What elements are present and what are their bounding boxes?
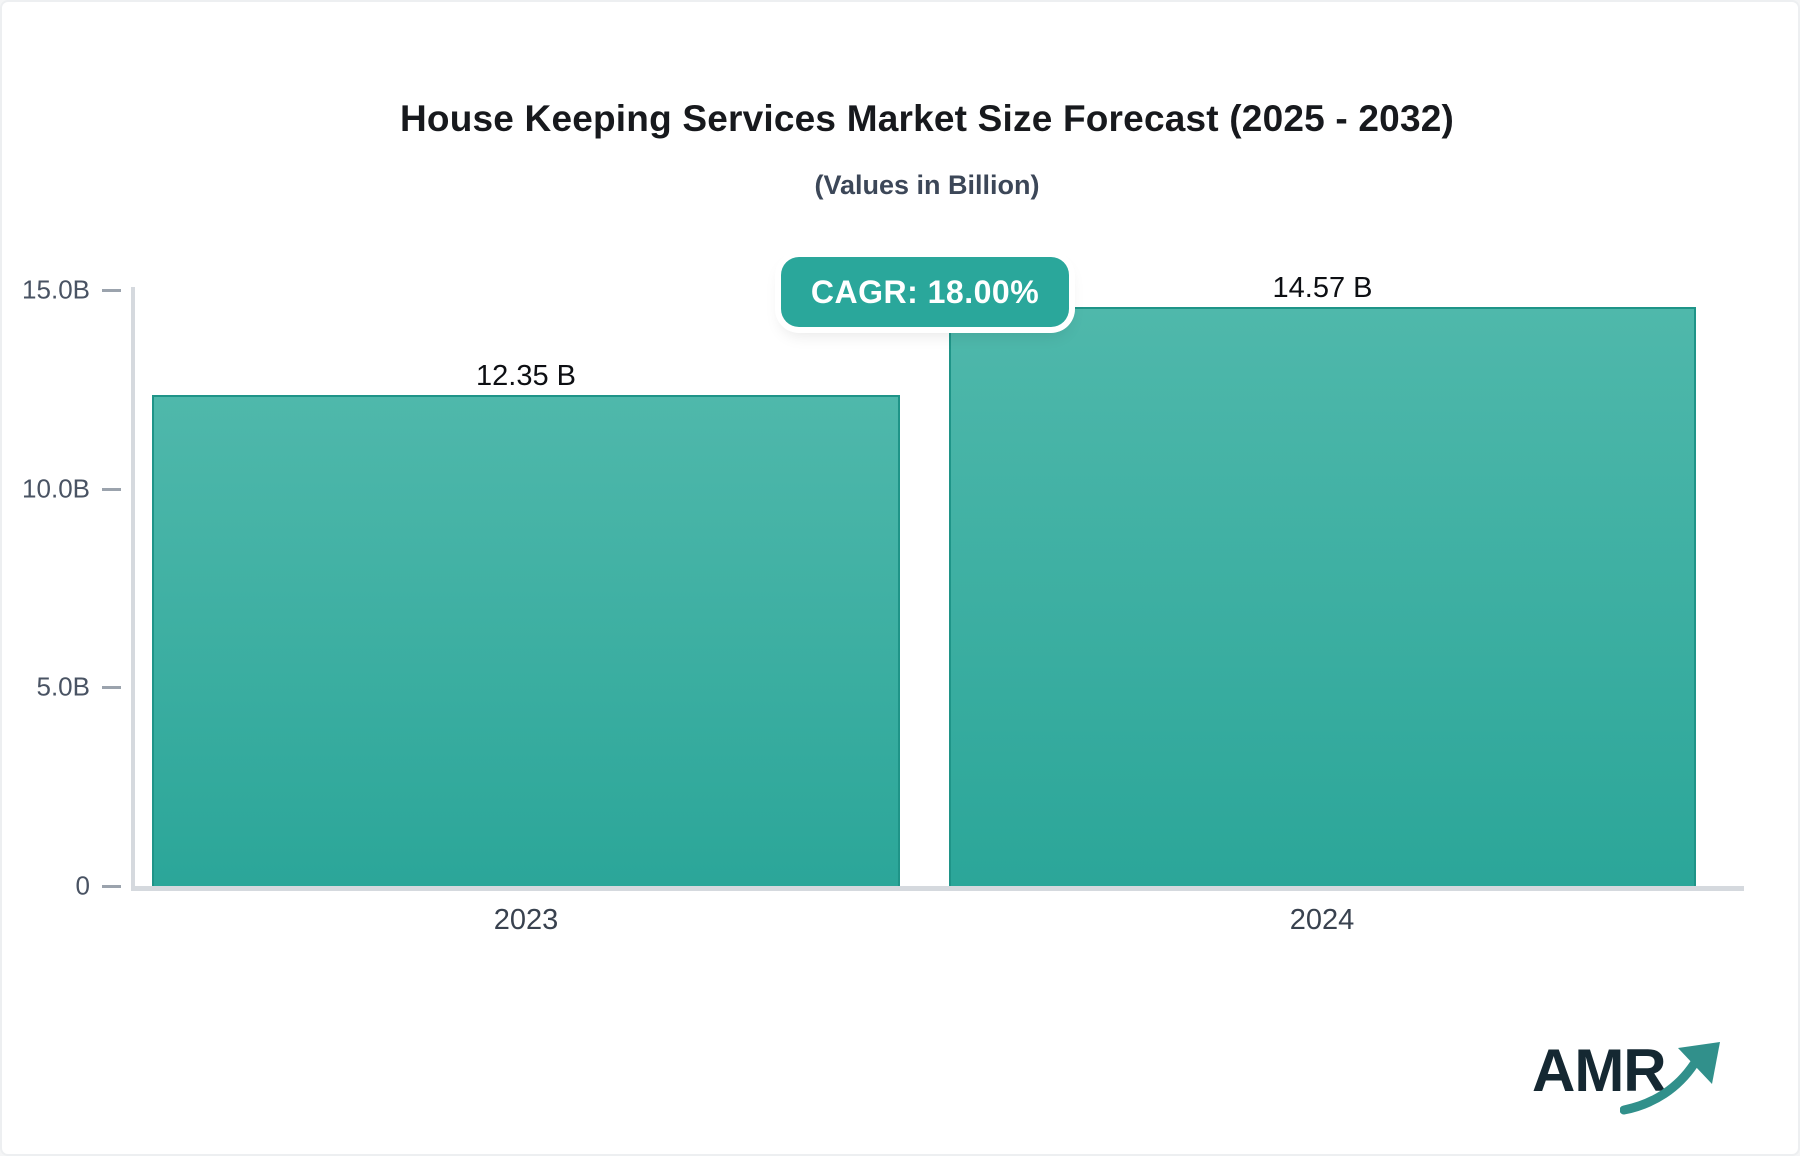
y-tick-label-0: 0 <box>75 870 90 901</box>
growth-arrow-icon <box>1620 1042 1720 1115</box>
bar-2024-value-label: 14.57 B <box>1272 272 1373 305</box>
amr-logo-text: AMR <box>1532 1037 1667 1104</box>
chart-subtitle: (Values in Billion) <box>814 170 1040 200</box>
y-tick-label-10b: 10.0B <box>22 473 90 504</box>
y-tick-mark <box>102 686 121 690</box>
y-axis-line <box>131 287 135 888</box>
y-tick-mark <box>102 289 121 292</box>
x-axis-label-2024: 2024 <box>1289 904 1355 936</box>
bar-2024: 14.57 B <box>949 272 1696 886</box>
y-tick-mark <box>102 885 121 888</box>
y-tick-mark <box>102 487 121 491</box>
amr-logo: AMR <box>1522 1032 1732 1122</box>
cagr-badge: CAGR: 18.00% <box>781 257 1069 327</box>
x-axis-label-2023: 2023 <box>493 904 559 936</box>
x-axis-line <box>131 886 1744 891</box>
y-tick-label-15b: 15.0B <box>22 274 90 305</box>
bar-2023: 12.35 B <box>152 360 900 886</box>
bar-2023-value-label: 12.35 B <box>476 360 576 393</box>
y-tick-label-5b: 5.0B <box>36 671 91 702</box>
chart-title: House Keeping Services Market Size Forec… <box>399 98 1455 139</box>
